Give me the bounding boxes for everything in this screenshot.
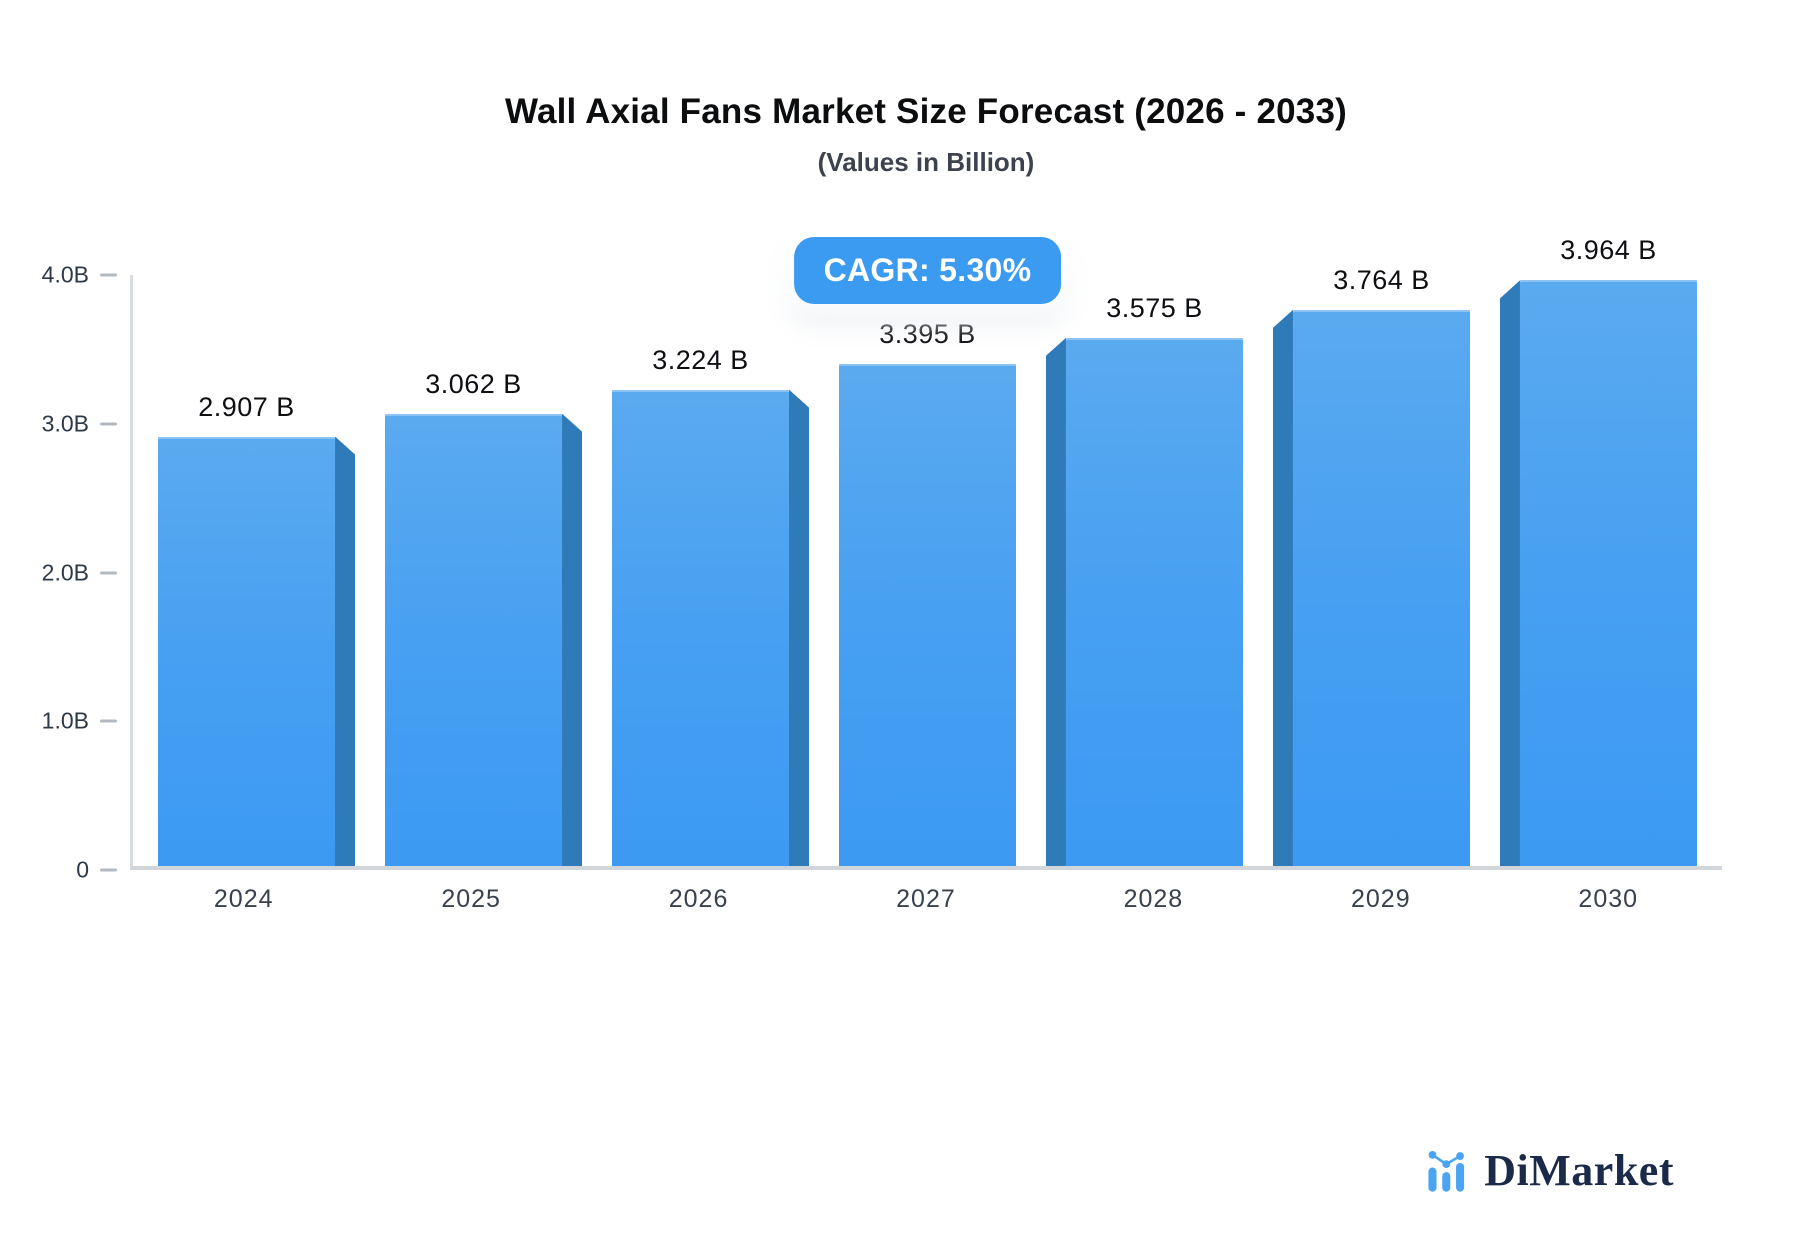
x-axis-label-2025: 2025 xyxy=(441,885,501,913)
bar-value-label-2024: 2.907 B xyxy=(198,391,295,422)
bar-side-face xyxy=(1272,309,1293,866)
bar-2029: 3.764 B xyxy=(1272,265,1471,866)
x-axis-label-2026: 2026 xyxy=(668,885,729,913)
bar-group-2030: 3.964 B xyxy=(1495,235,1722,866)
bar-group-2028: 3.575 B xyxy=(1041,275,1268,866)
chart-header: Wall Axial Fans Market Size Forecast (20… xyxy=(130,92,1722,178)
bar-value-label-2026: 3.224 B xyxy=(652,344,749,375)
tick-mark xyxy=(100,719,117,723)
x-axis-labels: 2024 2025 2026 2027 2028 2029 2030 xyxy=(130,870,1722,914)
bar-2024: 2.907 B xyxy=(157,392,356,866)
tick-mark xyxy=(100,422,117,426)
bar-side-face xyxy=(789,389,810,866)
bar-group-2027: 3.395 B xyxy=(814,275,1041,866)
plot-area: CAGR: 5.30% 2.907 B 3.062 B 3.224 B 3.395 B… xyxy=(130,235,1722,870)
bar-2026: 3.224 B xyxy=(611,345,810,866)
bar-value-label-2029: 3.764 B xyxy=(1333,264,1430,295)
bar-value-label-2025: 3.062 B xyxy=(425,368,522,399)
bar-value-label-2030: 3.964 B xyxy=(1560,235,1657,266)
y-tick-label: 2.0B xyxy=(41,559,89,585)
y-tick-4.0B: 4.0B xyxy=(42,262,117,289)
bar-side-face xyxy=(562,413,583,866)
bar-2027: 3.395 B xyxy=(838,319,1017,866)
bar-group-2024: 2.907 B xyxy=(133,275,360,866)
cagr-badge: CAGR: 5.30% xyxy=(793,237,1062,304)
bar-2030: 3.964 B xyxy=(1499,235,1698,866)
y-tick-label: 1.0B xyxy=(41,707,89,734)
x-axis-label-2024: 2024 xyxy=(213,885,274,913)
brand-logo: DiMarket xyxy=(1425,1145,1674,1196)
bar-side-face xyxy=(335,436,356,866)
y-tick-3.0B: 3.0B xyxy=(42,410,117,437)
tick-mark xyxy=(100,868,117,872)
x-axis-label-2030: 2030 xyxy=(1578,885,1639,913)
tick-mark xyxy=(100,571,117,574)
bar-chart: 0 1.0B 2.0B 3.0B 4.0B CAGR: 5.30% 2.907 B 3.0… xyxy=(0,235,1800,883)
bar-chart-trend-icon xyxy=(1428,1150,1465,1192)
bar-side-face xyxy=(1045,337,1066,866)
y-axis: 0 1.0B 2.0B 3.0B 4.0B xyxy=(0,262,130,883)
chart-subtitle: (Values in Billion) xyxy=(817,147,1035,177)
x-axis-label-2028: 2028 xyxy=(1123,885,1184,913)
page: Wall Axial Fans Market Size Forecast (20… xyxy=(0,92,1800,1248)
y-tick-label: 4.0B xyxy=(41,261,89,288)
x-axis-label-2027: 2027 xyxy=(896,885,956,913)
bar-value-label-2028: 3.575 B xyxy=(1106,292,1203,323)
bar-2025: 3.062 B xyxy=(384,369,583,866)
brand-name: DiMarket xyxy=(1484,1146,1674,1195)
bar-value-label-2027: 3.395 B xyxy=(879,319,976,350)
y-tick-0: 0 xyxy=(76,857,117,884)
bar-group-2026: 3.224 B xyxy=(587,275,814,866)
x-axis: 2024 2025 2026 2027 2028 2029 2030 xyxy=(0,870,1800,914)
tick-mark xyxy=(100,273,117,277)
y-tick-label: 3.0B xyxy=(41,410,89,437)
bar-group-2029: 3.764 B xyxy=(1268,265,1495,866)
y-tick-label: 0 xyxy=(76,856,89,883)
y-tick-2.0B: 2.0B xyxy=(42,559,117,586)
x-axis-label-2029: 2029 xyxy=(1351,885,1411,913)
bar-side-face xyxy=(1499,280,1520,866)
bar-2028: 3.575 B xyxy=(1045,293,1244,866)
cagr-badge-label: CAGR: 5.30% xyxy=(823,252,1032,288)
bar-group-2025: 3.062 B xyxy=(360,275,587,866)
y-tick-1.0B: 1.0B xyxy=(42,708,117,735)
chart-title: Wall Axial Fans Market Size Forecast (20… xyxy=(505,92,1347,131)
